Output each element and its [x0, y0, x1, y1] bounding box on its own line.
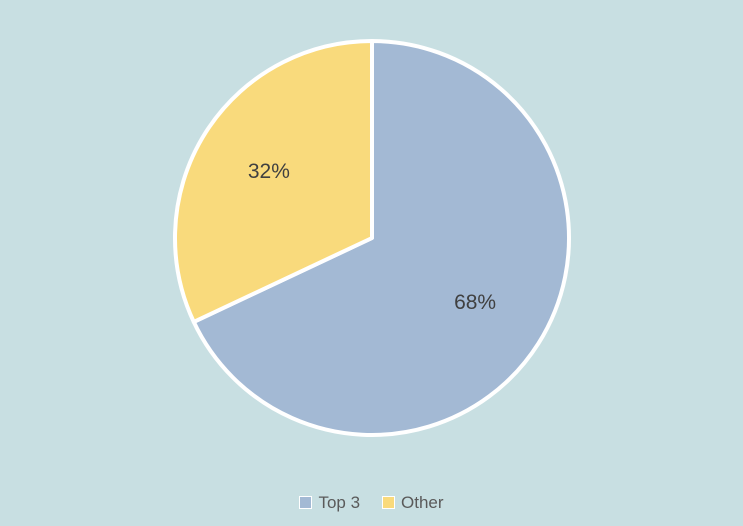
legend-label-other: Other [401, 492, 444, 512]
data-label-top-3: 68% [454, 291, 496, 314]
legend-swatch-other [382, 495, 396, 509]
pie-slice-other[interactable] [173, 39, 374, 324]
data-label-other: 32% [248, 160, 290, 183]
pie-data-labels: 68% 32% [248, 160, 496, 314]
legend-label-top-3: Top 3 [318, 492, 361, 512]
pie-slices [173, 39, 571, 437]
legend-item-other[interactable]: Other [382, 494, 444, 511]
chart-legend: Top 3 Other [0, 487, 743, 517]
pie-slice-top-3[interactable] [191, 39, 571, 437]
legend-swatch-top-3 [299, 495, 313, 509]
legend-item-top-3[interactable]: Top 3 [299, 494, 360, 511]
